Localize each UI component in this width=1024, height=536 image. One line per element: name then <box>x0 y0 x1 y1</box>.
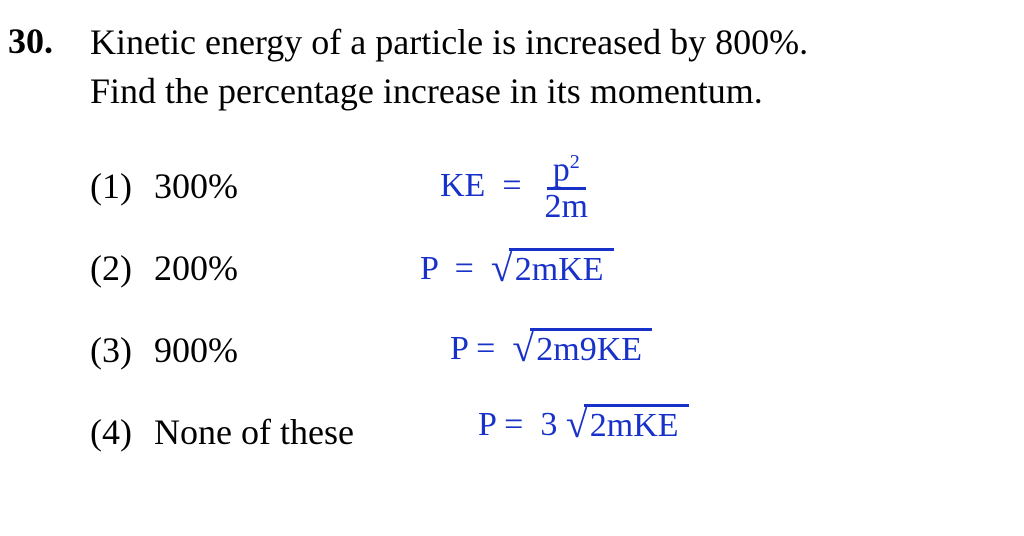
option-3-text: 900% <box>154 329 238 371</box>
handwriting-eq1: KE = p2 2m <box>440 152 594 224</box>
question-number: 30. <box>8 18 70 63</box>
question-row: 30. Kinetic energy of a particle is incr… <box>8 18 994 115</box>
eq2-radicand: 2mKE <box>509 248 614 287</box>
eq4-radical-icon: √ <box>566 406 588 445</box>
eq4-equals: = <box>504 406 523 443</box>
option-3-num: (3) <box>90 329 154 371</box>
eq4-lhs: P <box>478 406 496 443</box>
question-line1: Kinetic energy of a particle is increase… <box>90 22 808 62</box>
question-line2: Find the percentage increase in its mome… <box>90 71 763 111</box>
option-1-num: (1) <box>90 165 154 207</box>
handwriting-eq4: P = 3 √ 2mKE <box>478 404 689 443</box>
option-2-num: (2) <box>90 247 154 289</box>
eq2-lhs: P <box>420 250 438 287</box>
eq1-num-sup: 2 <box>570 151 580 173</box>
page-root: 30. Kinetic energy of a particle is incr… <box>0 0 1024 536</box>
option-1-text: 300% <box>154 165 238 207</box>
handwriting-eq2: P = √ 2mKE <box>420 248 614 287</box>
eq3-radical-icon: √ <box>512 330 534 369</box>
eq1-denominator: 2m <box>539 190 594 224</box>
eq3-equals: = <box>476 330 495 367</box>
option-4-num: (4) <box>90 411 154 453</box>
eq1-numerator: p2 <box>547 152 586 190</box>
option-4-text: None of these <box>154 411 354 453</box>
eq1-equals: = <box>502 167 521 204</box>
eq4-coef: 3 <box>540 406 557 443</box>
eq2-sqrt: √ 2mKE <box>491 248 614 287</box>
eq2-equals: = <box>455 250 474 287</box>
eq1-num-base: p <box>553 151 570 188</box>
eq4-sqrt: √ 2mKE <box>566 404 689 443</box>
eq1-lhs: KE <box>440 167 485 204</box>
handwriting-eq3: P = √ 2m9KE <box>450 328 652 367</box>
option-2-text: 200% <box>154 247 238 289</box>
question-text: Kinetic energy of a particle is increase… <box>70 18 808 115</box>
eq3-sqrt: √ 2m9KE <box>512 328 652 367</box>
eq3-lhs: P <box>450 330 468 367</box>
eq4-radicand: 2mKE <box>584 404 689 443</box>
eq1-fraction: p2 2m <box>539 152 594 224</box>
eq3-radicand: 2m9KE <box>530 328 652 367</box>
eq2-radical-icon: √ <box>491 250 513 289</box>
